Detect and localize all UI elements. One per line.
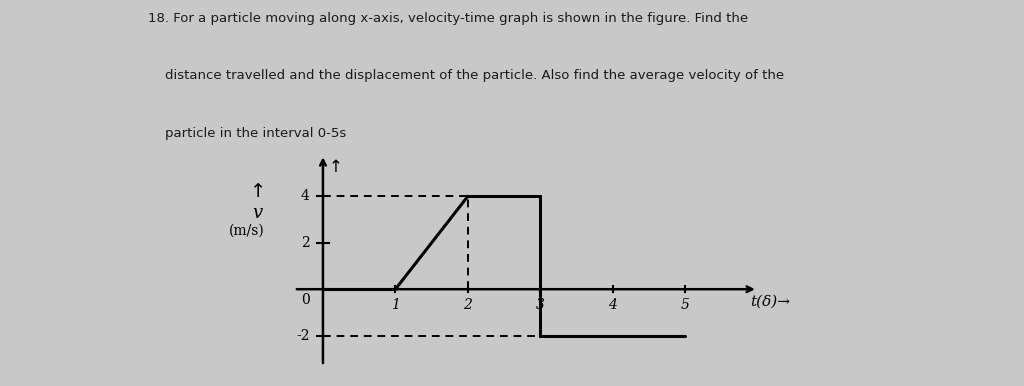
Text: v: v xyxy=(253,203,263,222)
Text: 1: 1 xyxy=(391,298,399,312)
Text: particle in the interval 0-5s: particle in the interval 0-5s xyxy=(148,127,347,141)
Text: 5: 5 xyxy=(681,298,690,312)
Text: 3: 3 xyxy=(536,298,545,312)
Text: ↑: ↑ xyxy=(329,158,343,176)
Text: distance travelled and the displacement of the particle. Also find the average v: distance travelled and the displacement … xyxy=(148,69,784,83)
Text: (m/s): (m/s) xyxy=(229,224,265,238)
Text: -2: -2 xyxy=(296,329,310,343)
Text: 18. For a particle moving along x-axis, velocity-time graph is shown in the figu: 18. For a particle moving along x-axis, … xyxy=(148,12,749,25)
Text: 2: 2 xyxy=(464,298,472,312)
Text: ↑: ↑ xyxy=(250,182,266,201)
Text: 4: 4 xyxy=(301,189,310,203)
Text: 0: 0 xyxy=(301,293,310,307)
Text: 2: 2 xyxy=(301,236,310,250)
Text: t(δ)→: t(δ)→ xyxy=(751,295,791,309)
Text: 4: 4 xyxy=(608,298,617,312)
